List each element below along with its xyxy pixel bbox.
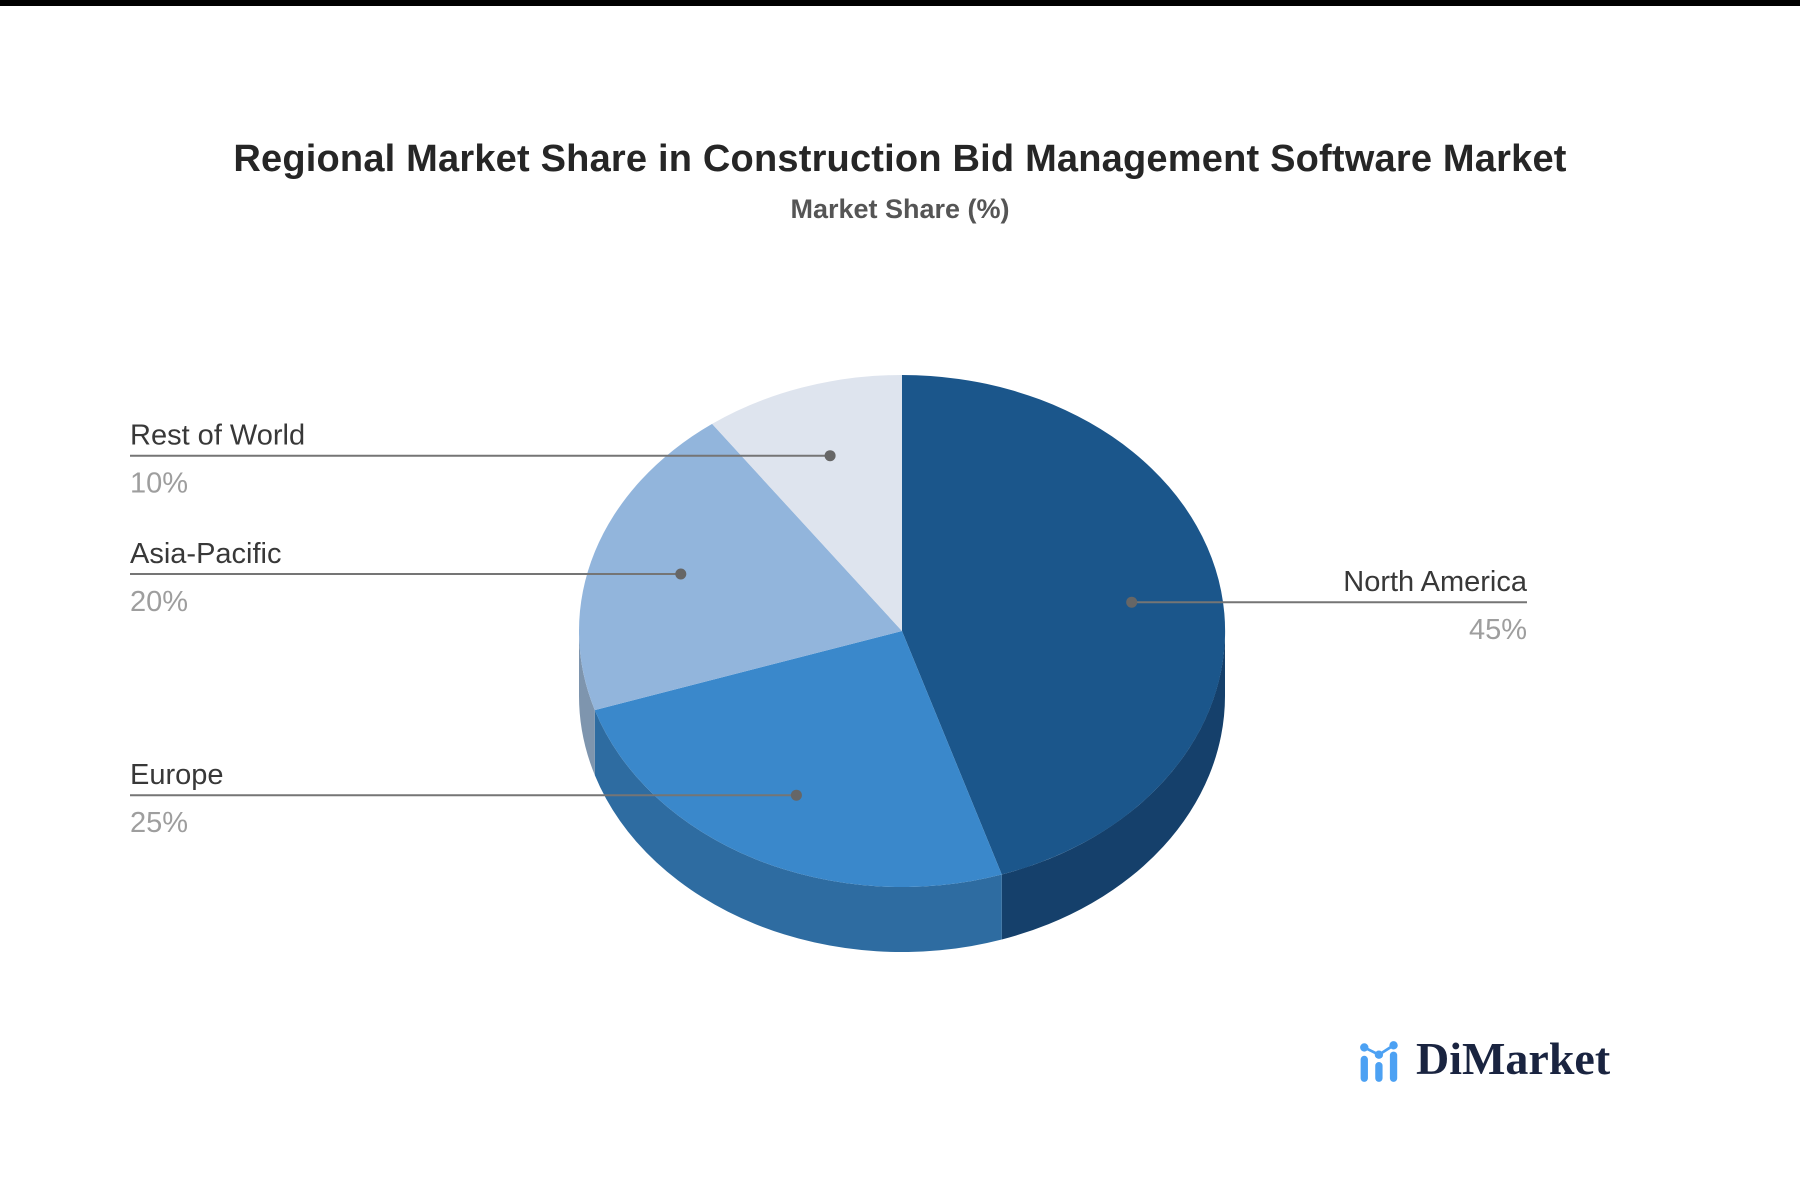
- pie-slice-north-america[interactable]: [902, 375, 1226, 875]
- pie-3d-rims: [579, 631, 1225, 953]
- leader-dot: [790, 789, 802, 801]
- callout-europe: Europe 25%: [130, 759, 802, 839]
- pie-slices: [578, 375, 1226, 888]
- slice-label: North America: [1343, 566, 1528, 598]
- pie-slice-rest-of-world[interactable]: [712, 375, 902, 631]
- slice-value: 20%: [130, 586, 188, 618]
- window-top-border: [0, 0, 1800, 6]
- pie-slice-side-europe: [594, 710, 1002, 953]
- bar-line-chart-icon: [1360, 1041, 1398, 1082]
- leader-dot: [1126, 596, 1138, 608]
- callout-asia-pacific: Asia-Pacific 20%: [130, 538, 687, 618]
- chart-subtitle: Market Share (%): [790, 194, 1010, 224]
- slice-label: Asia-Pacific: [130, 538, 282, 570]
- pie-slice-side-north-america: [1001, 631, 1225, 940]
- callout-north-america: North America 45%: [1126, 566, 1528, 646]
- leader-dot: [824, 450, 836, 462]
- chart-title: Regional Market Share in Construction Bi…: [233, 138, 1567, 180]
- brand-name: DiMarket: [1416, 1033, 1611, 1084]
- dimarket-logo: DiMarket: [1358, 1036, 1610, 1082]
- pie-slice-asia-pacific[interactable]: [578, 423, 902, 711]
- slice-value: 45%: [1469, 614, 1527, 646]
- leader-dot: [675, 568, 687, 580]
- pie-slice-europe[interactable]: [594, 631, 1002, 888]
- slice-label: Europe: [130, 759, 224, 791]
- pie-slice-side-asia-pacific: [579, 631, 595, 776]
- slice-value: 25%: [130, 807, 188, 839]
- slice-label: Rest of World: [130, 420, 305, 452]
- slice-value: 10%: [130, 468, 188, 500]
- callout-rest-of-world: Rest of World 10%: [130, 420, 836, 500]
